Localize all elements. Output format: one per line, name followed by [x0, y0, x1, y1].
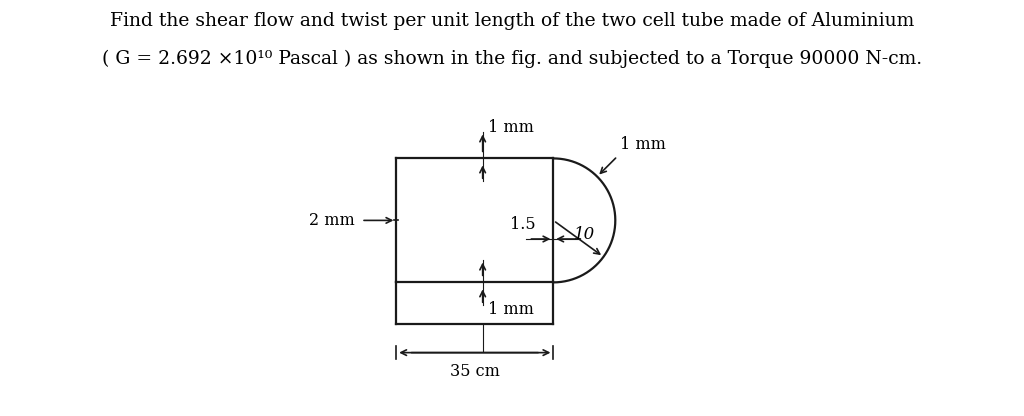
- Text: 35 cm: 35 cm: [450, 363, 500, 380]
- Text: 1.5: 1.5: [510, 216, 536, 233]
- Text: 10: 10: [574, 226, 595, 243]
- Text: 1 mm: 1 mm: [487, 301, 534, 318]
- Text: ( G = 2.692 ×10¹⁰ Pascal ) as shown in the fig. and subjected to a Torque 90000 : ( G = 2.692 ×10¹⁰ Pascal ) as shown in t…: [102, 50, 922, 68]
- Text: 2 mm: 2 mm: [309, 212, 355, 229]
- Text: 1 mm: 1 mm: [487, 119, 534, 136]
- Text: 1 mm: 1 mm: [620, 136, 666, 153]
- Text: Find the shear flow and twist per unit length of the two cell tube made of Alumi: Find the shear flow and twist per unit l…: [110, 12, 914, 30]
